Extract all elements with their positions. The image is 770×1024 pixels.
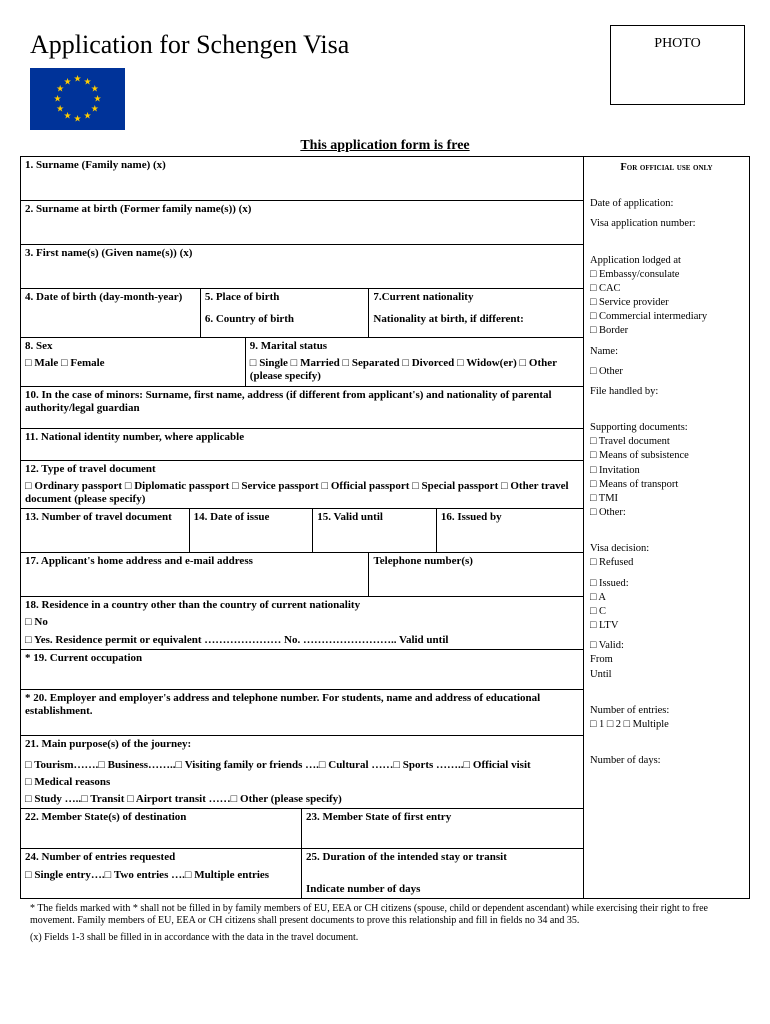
field-24-entries: 24. Number of entries requested — [21, 849, 301, 866]
field-19-occupation: * 19. Current occupation — [21, 650, 583, 667]
side-supporting: Supporting documents: — [590, 421, 743, 435]
official-use-title: For official use only — [590, 161, 743, 175]
side-lodged-opt: □ Border — [590, 324, 743, 338]
row-17: 17. Applicant's home address and e-mail … — [21, 553, 583, 597]
side-supporting-opt: □ Means of transport — [590, 478, 743, 492]
field-21-opts3: □ Study …..□ Transit □ Airport transit …… — [21, 791, 583, 808]
row-4-5-6-7: 4. Date of birth (day-month-year) 5. Pla… — [21, 289, 583, 338]
field-8-sex: 8. Sex — [21, 338, 245, 355]
field-25b-days: Indicate number of days — [302, 881, 583, 898]
side-refused: □ Refused — [590, 556, 743, 570]
side-lodged-opt: □ Commercial intermediary — [590, 310, 743, 324]
photo-label: PHOTO — [654, 36, 700, 52]
field-16-issued-by: 16. Issued by — [437, 509, 583, 552]
official-use-column: For official use only Date of applicatio… — [584, 157, 749, 898]
eu-star-icon: ★ — [91, 104, 99, 115]
side-supporting-opt: □ TMI — [590, 492, 743, 506]
field-13-doc-number: 13. Number of travel document — [21, 509, 190, 552]
field-3-firstname: 3. First name(s) (Given name(s)) (x) — [21, 245, 583, 262]
field-2-surname-birth: 2. Surname at birth (Former family name(… — [21, 201, 583, 218]
field-7b-nationality-birth: Nationality at birth, if different: — [369, 311, 583, 328]
side-other: □ Other — [590, 365, 743, 379]
field-24-options: □ Single entry….□ Two entries ….□ Multip… — [21, 867, 301, 884]
field-18-yes: □ Yes. Residence permit or equivalent ……… — [21, 632, 583, 649]
photo-box: PHOTO — [610, 25, 745, 105]
eu-star-icon: ★ — [53, 94, 61, 105]
field-5-place-birth: 5. Place of birth — [201, 289, 369, 311]
side-entries-opts: □ 1 □ 2 □ Multiple — [590, 718, 743, 732]
field-8-options: □ Male □ Female — [21, 355, 245, 372]
eu-star-icon: ★ — [73, 74, 81, 85]
side-decision: Visa decision: — [590, 542, 743, 556]
side-from: From — [590, 653, 743, 667]
side-valid: □ Valid: — [590, 639, 743, 653]
field-17-address: 17. Applicant's home address and e-mail … — [21, 553, 369, 596]
field-20-employer: * 20. Employer and employer's address an… — [21, 690, 583, 720]
field-18-no: □ No — [21, 614, 583, 631]
side-issued-opt: □ C — [590, 605, 743, 619]
field-11-id-number: 11. National identity number, where appl… — [21, 429, 583, 446]
row-8-9: 8. Sex □ Male □ Female 9. Marital status… — [21, 338, 583, 387]
field-21-opts2: □ Medical reasons — [21, 774, 583, 791]
field-14-date-issue: 14. Date of issue — [190, 509, 314, 552]
side-entries: Number of entries: — [590, 704, 743, 718]
field-1-surname: 1. Surname (Family name) (x) — [21, 157, 583, 174]
side-supporting-opt: □ Travel document — [590, 435, 743, 449]
footnote-2: (x) Fields 1-3 shall be filled in in acc… — [30, 932, 740, 945]
side-lodged-opt: □ CAC — [590, 282, 743, 296]
field-15-valid-until: 15. Valid until — [313, 509, 437, 552]
field-18-residence: 18. Residence in a country other than th… — [21, 597, 583, 614]
side-days: Number of days: — [590, 754, 743, 768]
eu-star-icon: ★ — [56, 104, 64, 115]
row-24-25: 24. Number of entries requested □ Single… — [21, 849, 583, 897]
side-issued-opt: □ A — [590, 591, 743, 605]
field-23-first-entry: 23. Member State of first entry — [302, 809, 583, 848]
eu-star-icon: ★ — [83, 111, 91, 122]
eu-flag-icon: ★★★★★★★★★★★★ — [30, 68, 125, 130]
side-visa-number: Visa application number: — [590, 217, 743, 231]
page: Application for Schengen Visa ★★★★★★★★★★… — [20, 20, 750, 944]
footnote-1: * The fields marked with * shall not be … — [30, 903, 740, 928]
side-lodged: Application lodged at — [590, 254, 743, 268]
field-7-nationality: 7.Current nationality — [369, 289, 583, 311]
main-column: 1. Surname (Family name) (x) 2. Surname … — [21, 157, 584, 898]
row-12: 12. Type of travel document □ Ordinary p… — [21, 461, 583, 510]
header: Application for Schengen Visa ★★★★★★★★★★… — [20, 20, 750, 130]
side-lodged-opt: □ Service provider — [590, 296, 743, 310]
row-21: 21. Main purpose(s) of the journey: □ To… — [21, 736, 583, 810]
eu-star-icon: ★ — [63, 111, 71, 122]
side-file: File handled by: — [590, 385, 743, 399]
field-21-purpose: 21. Main purpose(s) of the journey: — [21, 736, 583, 753]
eu-star-icon: ★ — [73, 114, 81, 125]
field-12-options: □ Ordinary passport □ Diplomatic passpor… — [21, 478, 583, 508]
form-body: 1. Surname (Family name) (x) 2. Surname … — [20, 156, 750, 899]
row-22-23: 22. Member State(s) of destination 23. M… — [21, 809, 583, 849]
side-until: Until — [590, 668, 743, 682]
field-17b-telephone: Telephone number(s) — [369, 553, 583, 596]
side-issued-opt: □ LTV — [590, 619, 743, 633]
field-12-travel-doc: 12. Type of travel document — [21, 461, 583, 478]
side-supporting-opt: □ Invitation — [590, 464, 743, 478]
field-9-marital: 9. Marital status — [246, 338, 583, 355]
field-6-country-birth: 6. Country of birth — [201, 311, 369, 328]
field-21-opts1: □ Tourism…….□ Business……..□ Visiting fam… — [21, 757, 583, 774]
side-supporting-opt: □ Means of subsistence — [590, 449, 743, 463]
side-lodged-opt: □ Embassy/consulate — [590, 268, 743, 282]
side-supporting-opt: □ Other: — [590, 506, 743, 520]
side-issued: □ Issued: — [590, 577, 743, 591]
side-date: Date of application: — [590, 197, 743, 211]
row-18: 18. Residence in a country other than th… — [21, 597, 583, 650]
subtitle: This application form is free — [20, 138, 750, 154]
field-22-destination: 22. Member State(s) of destination — [21, 809, 302, 848]
row-13-16: 13. Number of travel document 14. Date o… — [21, 509, 583, 553]
field-4-dob: 4. Date of birth (day-month-year) — [21, 289, 201, 337]
field-25-duration: 25. Duration of the intended stay or tra… — [302, 849, 583, 866]
field-10-minors: 10. In the case of minors: Surname, firs… — [21, 387, 583, 417]
field-9-options: □ Single □ Married □ Separated □ Divorce… — [246, 355, 583, 385]
eu-star-icon: ★ — [63, 76, 71, 87]
form-title: Application for Schengen Visa — [30, 30, 349, 60]
side-name: Name: — [590, 345, 743, 359]
